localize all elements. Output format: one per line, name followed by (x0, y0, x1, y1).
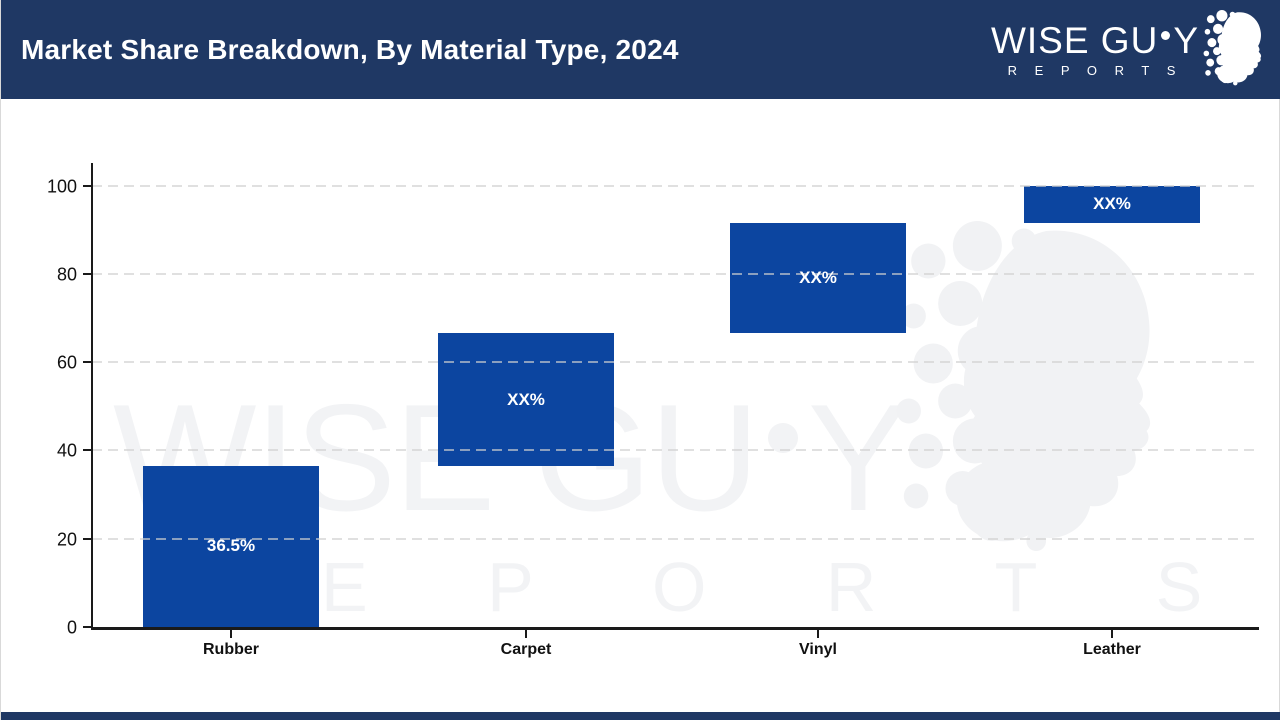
bar-rubber (143, 465, 319, 627)
x-tick-label: Carpet (500, 641, 552, 658)
logo-dot-icon (1161, 30, 1171, 40)
x-tick-mark (1111, 630, 1113, 638)
y-tick-mark (83, 537, 91, 540)
grid-line (92, 184, 1259, 187)
wiseguy-logo-text: WISE GU Y R E P O R T S (991, 22, 1199, 78)
y-tick-mark (83, 184, 91, 187)
y-tick-label: 0 (66, 617, 77, 638)
bar-value-label: XX% (1093, 194, 1131, 214)
y-tick-mark (83, 361, 91, 364)
chart-title: Market Share Breakdown, By Material Type… (21, 33, 679, 65)
x-tick-mark (525, 630, 527, 638)
wiseguy-head-icon (1203, 9, 1262, 85)
y-tick-mark (83, 626, 91, 628)
bar-leather (1024, 185, 1200, 224)
y-tick-label: 20 (56, 529, 77, 550)
grid-line (92, 537, 1259, 540)
x-axis-line (91, 627, 1259, 630)
header-band: Market Share Breakdown, By Material Type… (1, 0, 1280, 99)
footer-band (1, 712, 1280, 720)
grid-line (92, 361, 1259, 364)
bar-value-label: XX% (507, 389, 545, 409)
bar-value-label: XX% (799, 268, 837, 288)
x-tick-mark (230, 630, 232, 638)
logo-word2: Y (1173, 19, 1199, 61)
y-tick-label: 100 (46, 176, 77, 197)
x-tick-label: Rubber (203, 641, 259, 658)
grid-line (92, 449, 1259, 452)
bar-carpet (438, 333, 614, 466)
logo-wordmark: WISE GU Y (991, 22, 1199, 59)
bar-value-label: 36.5% (206, 536, 256, 556)
y-axis-line (91, 163, 93, 630)
logo-reports-text: R E P O R T S (1007, 62, 1183, 78)
grid-line (92, 272, 1259, 275)
y-tick-label: 80 (56, 264, 77, 285)
wiseguy-logo: WISE GU Y R E P O R T S (991, 9, 1267, 90)
x-tick-label: Vinyl (799, 641, 837, 658)
y-tick-mark (83, 272, 91, 275)
x-tick-label: Leather (1083, 641, 1141, 658)
x-tick-mark (817, 630, 819, 638)
y-tick-label: 60 (56, 352, 77, 373)
bar-vinyl (730, 223, 906, 334)
y-tick-mark (83, 449, 91, 452)
logo-word1: WISE GU (990, 19, 1159, 61)
y-tick-label: 40 (56, 440, 77, 461)
